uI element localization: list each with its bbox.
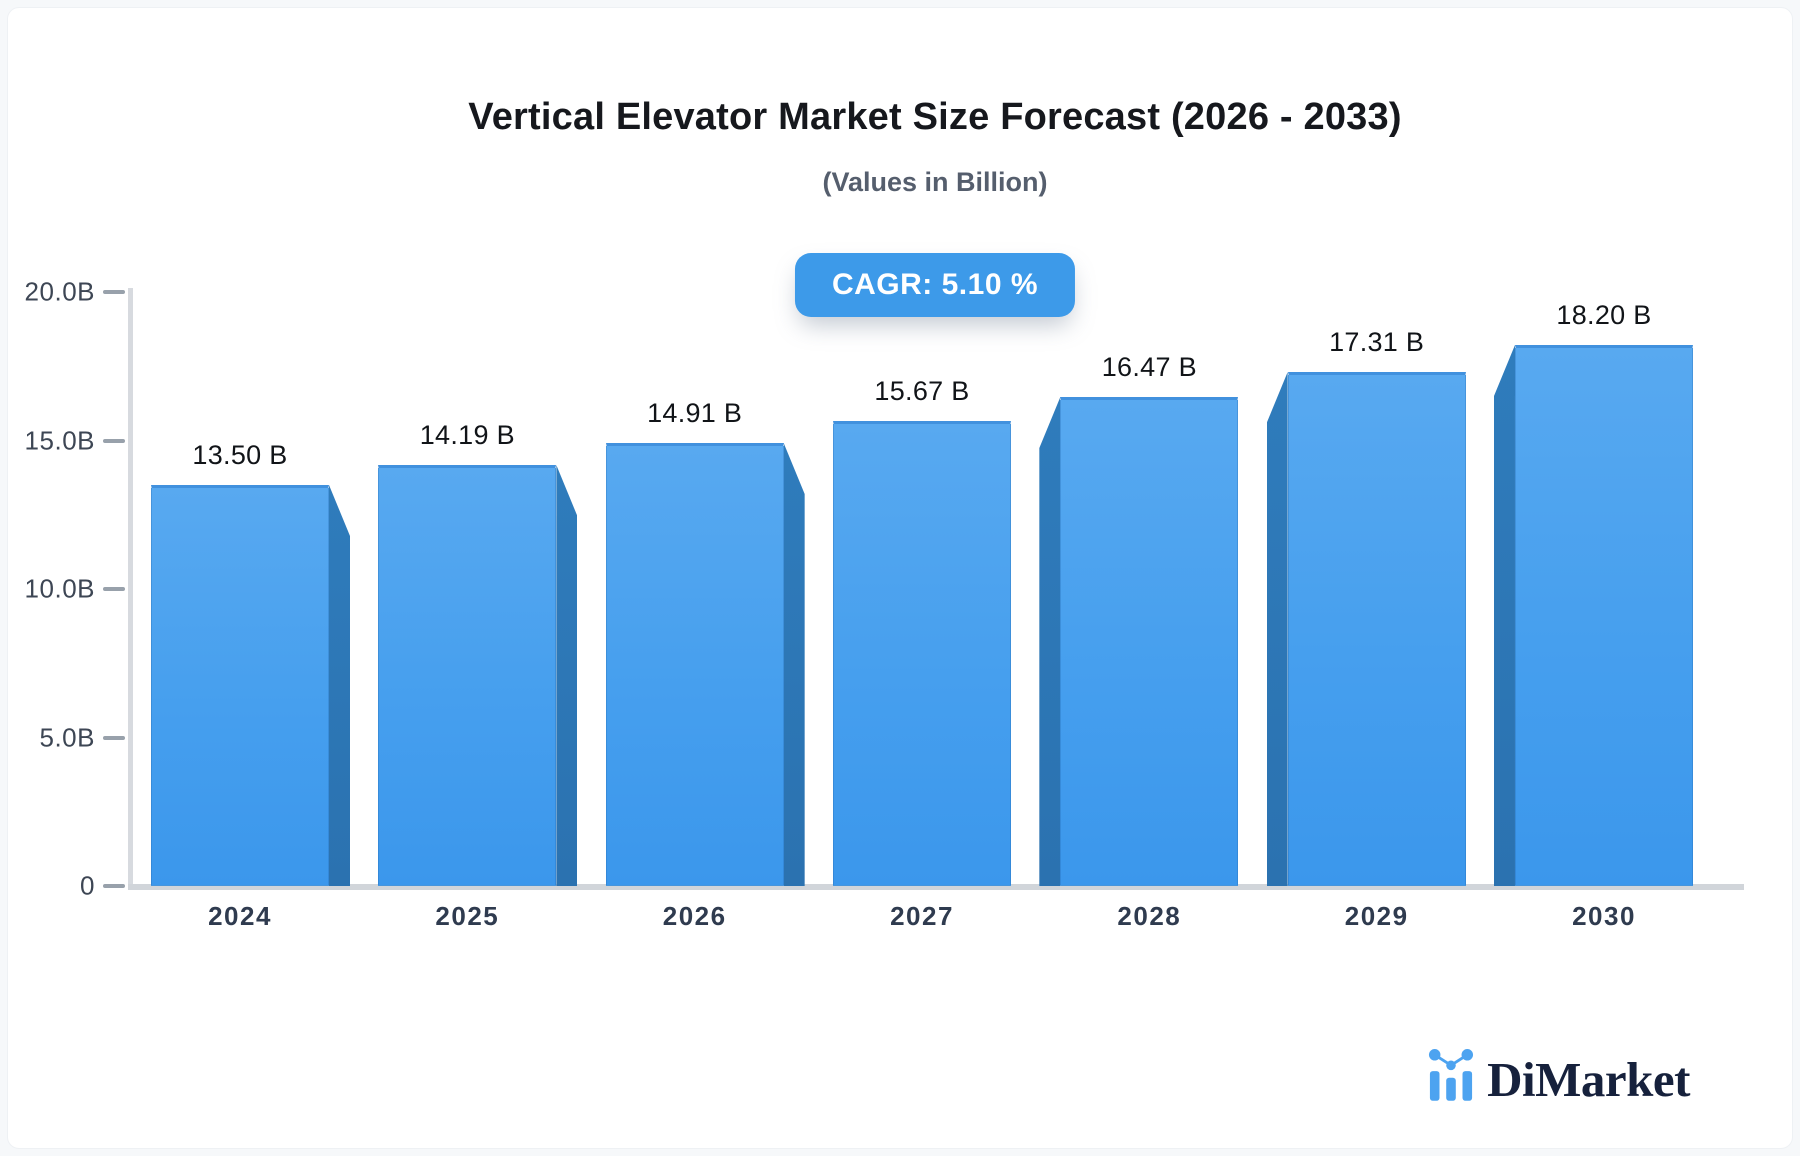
bar-3d-side: [783, 443, 805, 886]
bar-3d-side: [1039, 397, 1061, 886]
bar-2026: [605, 443, 784, 886]
bar-2025: [378, 465, 557, 886]
bar-value-label: 14.19 B: [419, 420, 515, 450]
bar-value-label: 15.67 B: [874, 376, 970, 406]
bar-value-label: 18.20 B: [1556, 300, 1652, 330]
bar-value-label: 16.47 B: [1101, 352, 1197, 382]
y-tick-mark: [103, 290, 125, 294]
bar-3d-side: [556, 465, 578, 886]
y-tick-mark: [103, 735, 125, 740]
y-tick-label: 0: [80, 870, 95, 901]
bar-3d-side: [1266, 372, 1288, 886]
x-axis-label-2024: 2024: [208, 901, 272, 931]
y-tick-label: 10.0B: [24, 573, 95, 604]
y-tick-label: 15.0B: [24, 425, 95, 455]
x-axis-label-2030: 2030: [1572, 901, 1636, 931]
brand-name: DiMarket: [1487, 1052, 1690, 1107]
y-axis-line: [128, 288, 133, 889]
y-tick-label: 20.0B: [24, 276, 95, 307]
cagr-badge: CAGR: 5.10 %: [794, 253, 1076, 317]
y-tick-label: 5.0B: [39, 722, 95, 752]
bar-3d-side: [1493, 345, 1515, 886]
x-axis-label-2026: 2026: [662, 901, 727, 931]
bar-value-label: 13.50 B: [192, 440, 288, 470]
bar-2029: [1287, 372, 1466, 886]
x-axis-label-2028: 2028: [1117, 901, 1182, 931]
dimarket-logo-icon: [1429, 1049, 1474, 1101]
x-axis-label-2027: 2027: [890, 901, 954, 931]
chart-subtitle: (Values in Billion): [822, 167, 1048, 197]
x-axis-line: [128, 884, 1744, 890]
x-axis-label-2029: 2029: [1344, 901, 1409, 931]
brand-logo: DiMarket: [1428, 1045, 1690, 1104]
y-tick-mark: [103, 438, 125, 443]
bar-value-label: 17.31 B: [1329, 327, 1425, 357]
x-axis-label-2025: 2025: [435, 901, 500, 931]
bar-2030: [1514, 345, 1693, 886]
bar-3d-side: [329, 485, 350, 886]
chart-title: Vertical Elevator Market Size Forecast (…: [468, 96, 1402, 138]
y-tick-mark: [103, 884, 125, 888]
y-tick-mark: [103, 587, 125, 591]
bar-value-label: 14.91 B: [647, 398, 743, 428]
bar-2024: [151, 485, 329, 886]
bar-2028: [1060, 397, 1239, 886]
bar-2027: [832, 421, 1011, 886]
